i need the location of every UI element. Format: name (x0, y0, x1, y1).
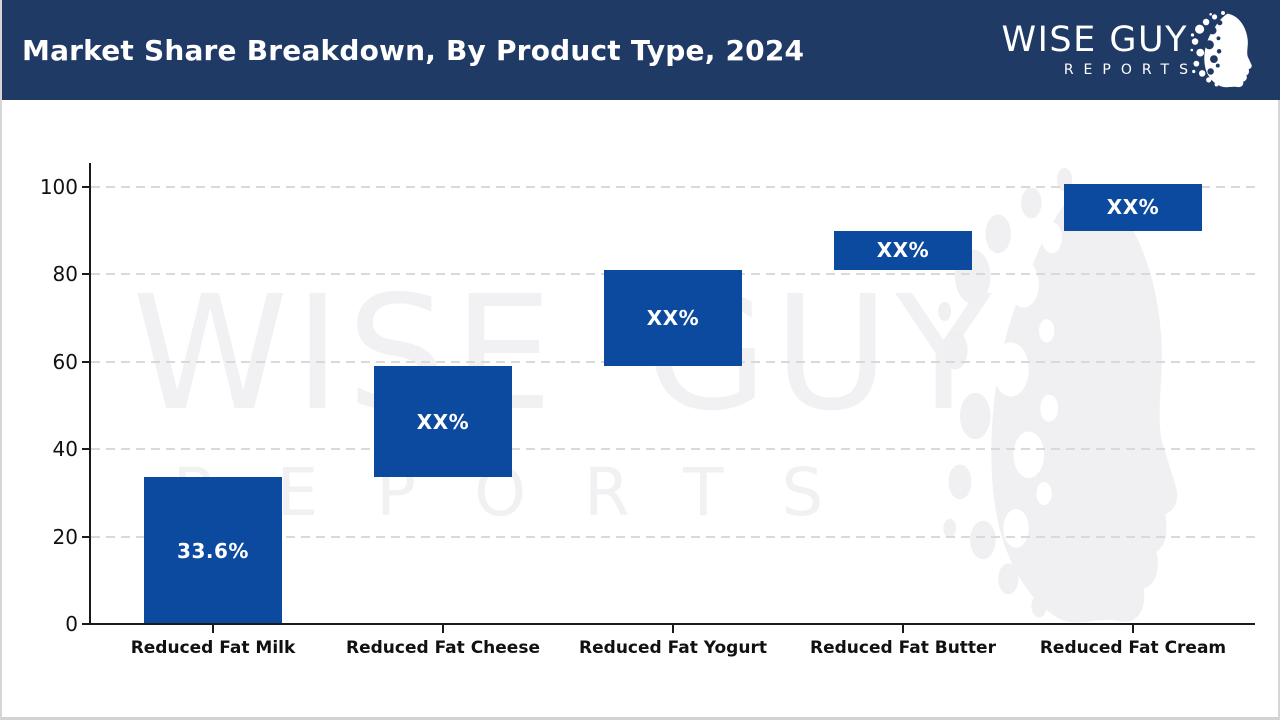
y-tick (82, 186, 90, 188)
x-tick (902, 625, 904, 633)
x-axis-line (89, 623, 1255, 625)
x-category-label: Reduced Fat Cream (1039, 638, 1227, 658)
gridline-20 (91, 535, 1255, 538)
face-dots-watermark-icon (938, 168, 1178, 623)
bar-value-label: XX% (646, 306, 700, 331)
x-category-label: Reduced Fat Milk (130, 638, 296, 658)
gridline-40 (91, 448, 1255, 451)
y-tick (82, 535, 90, 538)
y-tick (82, 273, 90, 276)
x-tick (672, 625, 674, 633)
gridline-100 (91, 186, 1255, 188)
y-axis-line (89, 163, 91, 625)
wiseguy-logo: WISE GUY REPORTS (1001, 11, 1256, 89)
y-tick (82, 448, 90, 451)
wiseguy-logo-text: WISE GUY REPORTS (1001, 20, 1188, 78)
x-category-label: Reduced Fat Butter (810, 638, 996, 658)
y-tick-label: 100 (39, 175, 78, 199)
watermark-text: WISE GUY REPORTS (132, 262, 998, 531)
y-tick-label: 40 (52, 437, 78, 462)
y-tick-label: 20 (52, 524, 78, 549)
x-category-label: Reduced Fat Cheese (345, 638, 540, 658)
bar-reduced-fat-cream: XX% (1064, 183, 1202, 231)
y-tick (82, 623, 90, 625)
x-tick (1132, 625, 1134, 633)
bar-reduced-fat-yogurt: XX% (604, 270, 742, 367)
y-tick-label: 80 (52, 262, 78, 287)
logo-subtitle: REPORTS (1063, 62, 1198, 78)
bar-reduced-fat-butter: XX% (834, 230, 972, 271)
page-title: Market Share Breakdown, By Product Type,… (22, 33, 805, 67)
y-tick-label: 0 (65, 612, 78, 636)
watermark-wordmark: WISE GUY (132, 262, 998, 446)
logo-wordmark: WISE GUY (1001, 20, 1188, 60)
y-tick-label: 60 (52, 349, 78, 374)
bar-reduced-fat-cheese: XX% (374, 366, 512, 478)
x-category-label: Reduced Fat Yogurt (579, 638, 767, 658)
bar-value-label: XX% (416, 409, 470, 434)
bar-value-label: 33.6% (177, 538, 249, 563)
face-dots-icon (1190, 11, 1252, 88)
bar-reduced-fat-milk: 33.6% (144, 477, 282, 624)
x-tick (442, 625, 444, 633)
x-tick (212, 625, 214, 633)
bar-value-label: XX% (876, 238, 930, 263)
y-tick (82, 360, 90, 363)
header-bar: Market Share Breakdown, By Product Type,… (2, 0, 1280, 100)
bar-value-label: XX% (1106, 195, 1160, 220)
